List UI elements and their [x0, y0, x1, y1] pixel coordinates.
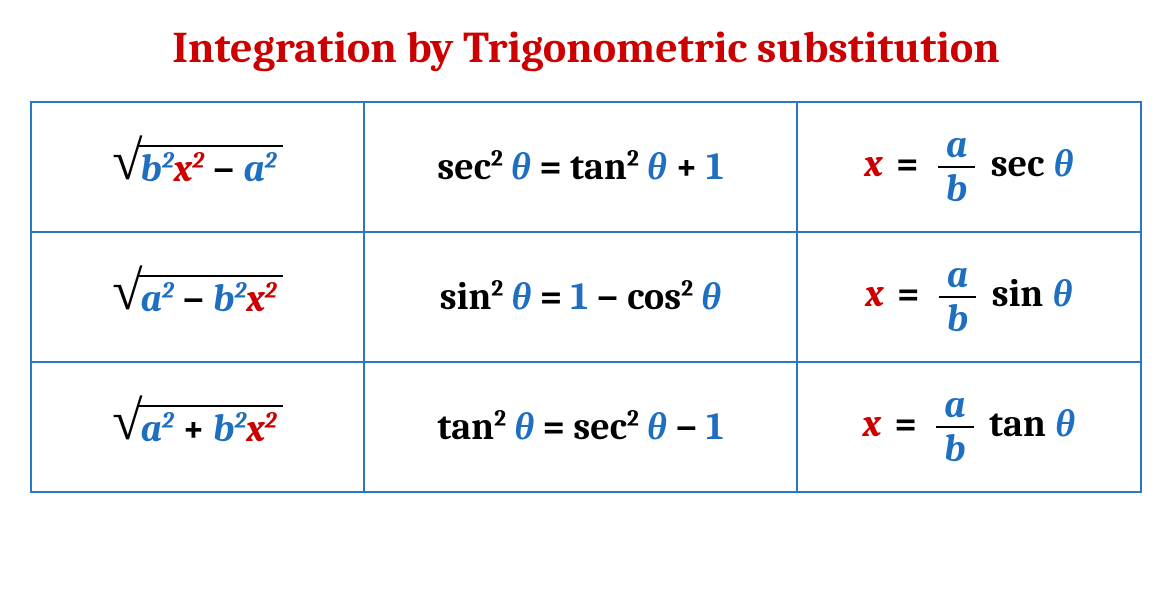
table-body: √b2x2 − a2sec2 θ = tan2 θ + 1x=absecθ√a2…: [31, 102, 1141, 492]
fraction: ab: [938, 126, 975, 208]
substitution-expression: x=abtanθ: [863, 386, 1075, 468]
substitution-cell: x=absinθ: [797, 232, 1141, 362]
page-title: Integration by Trigonometric substitutio…: [30, 20, 1142, 75]
substitution-cell: x=abtanθ: [797, 362, 1141, 492]
identity-cell: tan2 θ = sec2 θ − 1: [364, 362, 797, 492]
identity-expression: sec2 θ = tan2 θ + 1: [437, 145, 723, 189]
substitution-cell: x=absecθ: [797, 102, 1141, 232]
radicand: a2 − b2x2: [139, 275, 283, 321]
sqrt-expression: √a2 − b2x2: [112, 274, 282, 321]
radical-icon: √: [112, 142, 142, 181]
table-row: √b2x2 − a2 sec2 θ = tan2 θ + 1 x=absecθ: [31, 102, 1141, 232]
substitution-table: √b2x2 − a2sec2 θ = tan2 θ + 1x=absecθ√a2…: [30, 101, 1142, 493]
identity-cell: sin2 θ = 1 − cos2 θ: [364, 232, 797, 362]
table-row: √a2 − b2x2 sin2 θ = 1 − cos2 θ x=absinθ: [31, 232, 1141, 362]
table-row: √a2 + b2x2 tan2 θ = sec2 θ − 1 x=abtanθ: [31, 362, 1141, 492]
fraction: ab: [936, 386, 973, 468]
identity-cell: sec2 θ = tan2 θ + 1: [364, 102, 797, 232]
sqrt-expression: √a2 + b2x2: [112, 404, 282, 451]
radicand: a2 + b2x2: [139, 405, 283, 451]
radical-icon: √: [112, 402, 142, 441]
fraction: ab: [939, 256, 976, 338]
radical-cell: √a2 + b2x2: [31, 362, 364, 492]
radical-cell: √b2x2 − a2: [31, 102, 364, 232]
radicand: b2x2 − a2: [139, 145, 283, 191]
sqrt-expression: √b2x2 − a2: [112, 144, 282, 191]
substitution-expression: x=absinθ: [865, 256, 1072, 338]
identity-expression: sin2 θ = 1 − cos2 θ: [440, 275, 721, 319]
identity-expression: tan2 θ = sec2 θ − 1: [437, 405, 723, 449]
substitution-expression: x=absecθ: [864, 126, 1073, 208]
radical-cell: √a2 − b2x2: [31, 232, 364, 362]
radical-icon: √: [112, 272, 142, 311]
